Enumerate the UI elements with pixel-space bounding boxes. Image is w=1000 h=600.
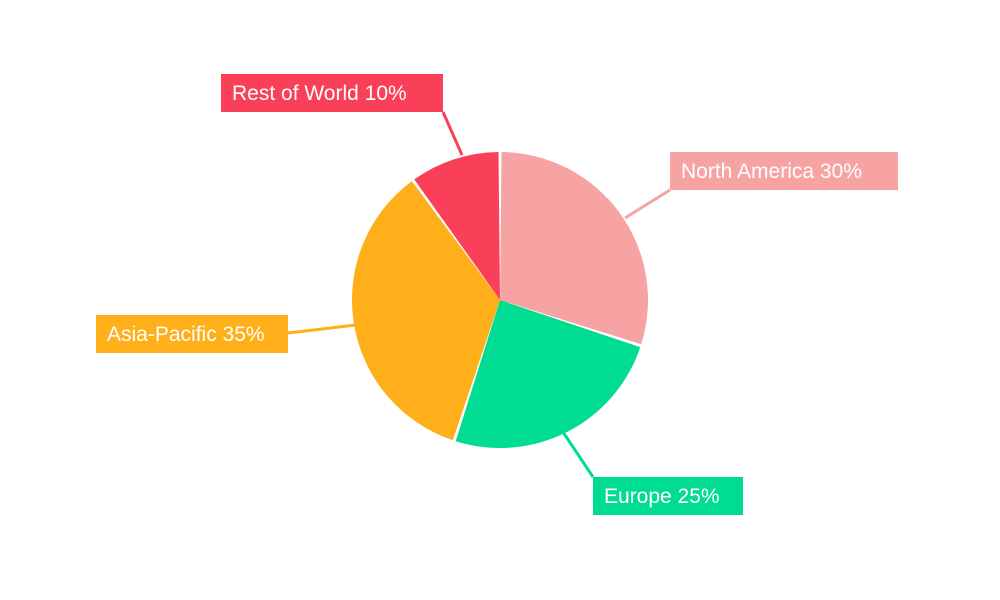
pie-slice-north-america[interactable] [500,152,648,345]
pie-label-europe: Europe 25% [593,477,743,515]
pie-slice-europe[interactable] [455,300,641,449]
leader-line-north-america [624,188,671,220]
leader-line-europe [561,431,595,478]
leader-line-asia-pacific [287,323,357,335]
pie-wedges [351,152,648,449]
pie-leader-lines [287,111,671,478]
leader-line-rest-of-world [441,111,464,156]
pie-slice-asia-pacific[interactable] [351,181,500,441]
pie-label-rest-of-world: Rest of World 10% [221,74,443,112]
pie-slice-rest-of-world[interactable] [414,152,500,300]
pie-label-north-america: North America 30% [670,152,898,190]
pie-label-asia-pacific: Asia-Pacific 35% [96,315,288,353]
